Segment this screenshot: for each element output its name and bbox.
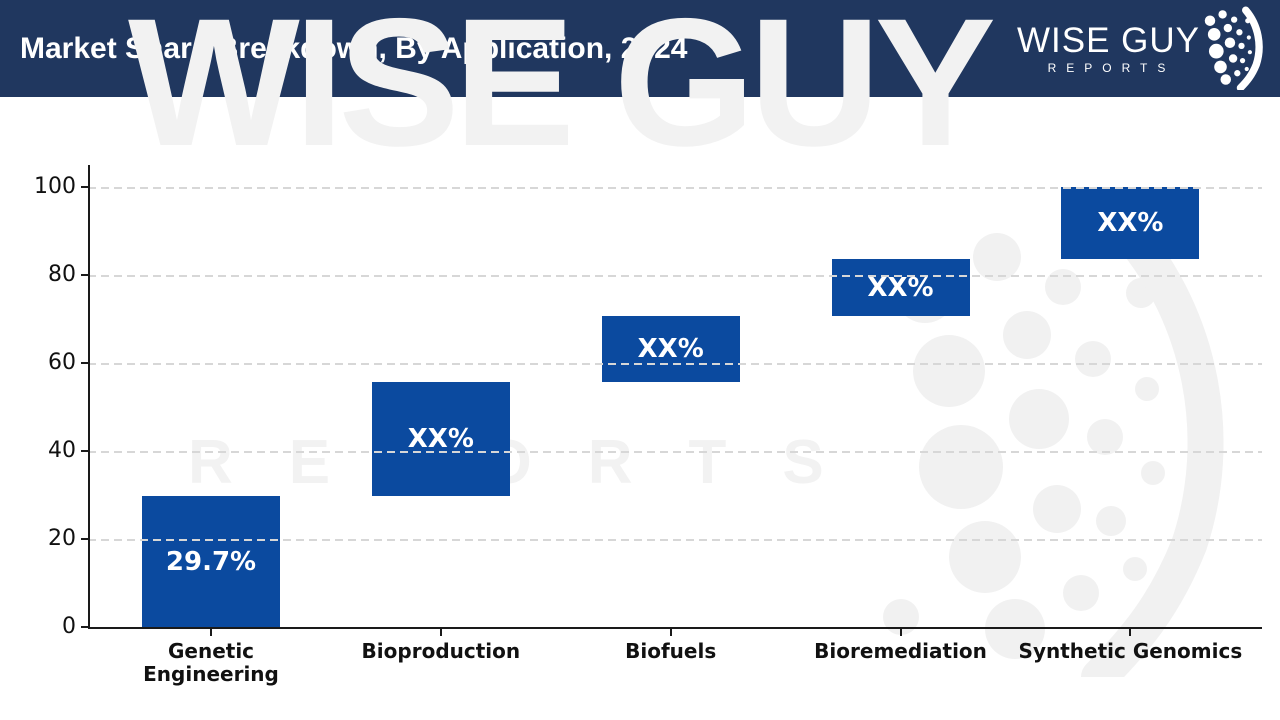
logo-wordmark: WISE GUY: [1016, 20, 1200, 60]
y-tick-80: [81, 274, 88, 276]
bar-label-bioproduction: XX%: [407, 424, 474, 455]
bar-label-bioremediation: XX%: [867, 272, 934, 303]
gridline-100: [88, 187, 1262, 189]
x-tick-label-bioproduction: Bioproduction: [361, 639, 521, 663]
gridline-40: [88, 451, 1262, 453]
y-tick-0: [81, 626, 88, 628]
gridline-60: [88, 363, 1262, 365]
y-axis-spine: [88, 165, 90, 629]
y-tick-40: [81, 450, 88, 452]
x-tick-label-biofuels: Biofuels: [625, 639, 717, 663]
bar-label-synthetic-genomics: XX%: [1097, 208, 1164, 239]
y-tick-label-20: 20: [48, 526, 76, 551]
y-tick-60: [81, 362, 88, 364]
logo-subtitle: REPORTS: [1047, 60, 1176, 75]
wise-guy-logo: WISE GUY REPORTS: [1017, 6, 1268, 90]
y-tick-label-40: 40: [48, 438, 76, 463]
logo-text: WISE GUY REPORTS: [1016, 20, 1200, 75]
watermark-wordmark: WISE GUY: [128, 0, 996, 184]
bar-bioproduction: [371, 382, 510, 497]
y-tick-100: [81, 186, 88, 188]
y-tick-label-100: 100: [34, 174, 76, 199]
x-tick-label-synthetic-genomics: Synthetic Genomics: [1018, 639, 1243, 663]
x-tick-bioproduction: [439, 629, 442, 636]
bar-bioremediation: [831, 259, 970, 316]
bar-synthetic-genomics: [1061, 187, 1200, 260]
plot-area: 29.7% XX% XX% XX% XX% 0 20 40 60 80 100 Genetic Eng…: [0, 97, 1280, 720]
x-tick-label-genetic-engineering: Genetic Engineering: [143, 639, 279, 686]
gridline-80: [88, 275, 1262, 277]
x-tick-bioremediation: [899, 629, 902, 636]
y-tick-20: [81, 538, 88, 540]
gridline-20: [88, 539, 1262, 541]
bar-label-genetic-engineering: 29.7%: [165, 546, 257, 577]
watermark-face-icon: [883, 215, 1224, 677]
x-tick-synthetic-genomics: [1129, 629, 1132, 636]
y-tick-label-80: 80: [48, 262, 76, 287]
x-tick-genetic-engineering: [210, 629, 212, 636]
bar-label-biofuels: XX%: [637, 334, 704, 365]
chart-title: Market Share Breakdown, By Application, …: [20, 31, 688, 65]
bar-genetic-engineering: [142, 496, 280, 627]
logo-face-icon: [1204, 6, 1263, 90]
y-tick-label-0: 0: [62, 614, 76, 639]
x-tick-label-bioremediation: Bioremediation: [814, 639, 987, 663]
header: Market Share Breakdown, By Application, …: [0, 0, 1280, 97]
y-tick-label-60: 60: [48, 350, 76, 375]
x-axis-spine: [88, 627, 1262, 629]
x-tick-biofuels: [669, 629, 672, 636]
bar-biofuels: [601, 315, 740, 383]
